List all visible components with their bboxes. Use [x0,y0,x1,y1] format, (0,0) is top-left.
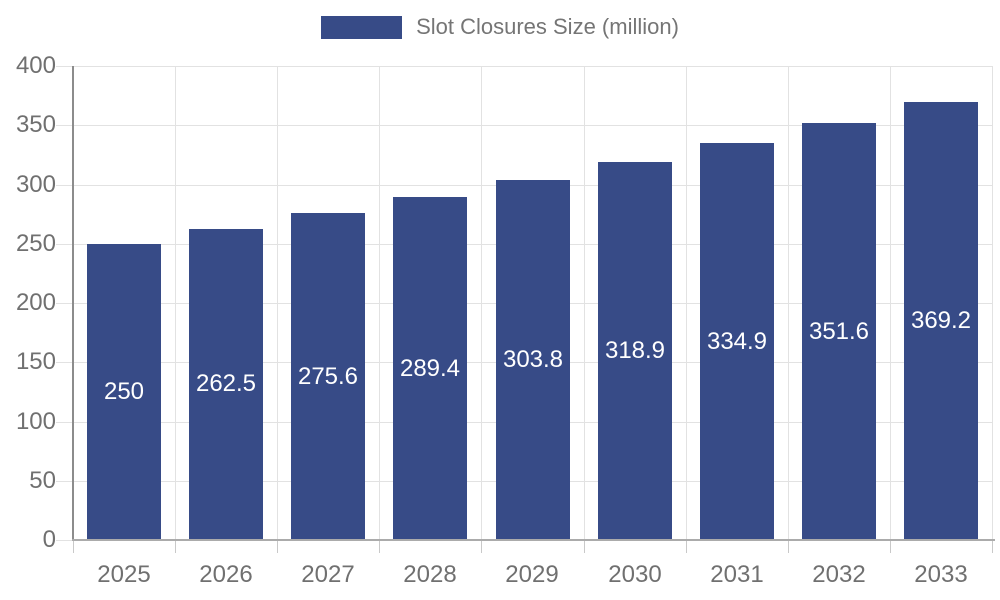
x-axis-tick [481,540,482,553]
bar-value-label: 289.4 [399,355,461,382]
gridline-vertical [686,66,687,540]
bar [802,123,876,540]
x-axis-tick [788,540,789,553]
y-axis-tick-label: 50 [29,467,56,494]
bar [393,197,467,540]
y-axis-tick-label: 350 [15,111,56,138]
x-axis-tick [277,540,278,553]
y-axis-line [72,66,74,540]
bar [700,143,774,540]
legend-item[interactable]: Slot Closures Size (million) [0,14,1000,40]
bar-value-label: 250 [103,378,145,405]
x-axis-tick-label: 2032 [812,561,866,588]
bar [189,229,263,540]
bar [904,102,978,540]
x-axis-tick [73,540,74,553]
bar [598,162,672,540]
gridline-vertical [277,66,278,540]
gridline-vertical [584,66,585,540]
x-axis-tick [686,540,687,553]
x-axis-tick-label: 2033 [914,561,968,588]
x-axis-tick-label: 2025 [97,561,151,588]
bar [291,213,365,540]
gridline-vertical [175,66,176,540]
x-axis-tick-label: 2027 [301,561,355,588]
x-axis-tick-label: 2026 [199,561,253,588]
bar [87,244,161,540]
x-axis-tick [175,540,176,553]
x-axis-tick-label: 2030 [608,561,662,588]
x-axis-tick-label: 2031 [710,561,764,588]
x-axis-tick-label: 2029 [505,561,559,588]
y-axis-tick-label: 400 [15,52,56,79]
y-axis-tick-label: 250 [15,230,56,257]
bar-value-label: 275.6 [297,363,359,390]
y-axis-tick-label: 200 [15,289,56,316]
gridline-vertical [379,66,380,540]
y-axis-tick-label: 100 [15,408,56,435]
bar-value-label: 262.5 [195,370,257,397]
y-axis-tick-label: 150 [15,348,56,375]
x-axis-tick [890,540,891,553]
gridline-vertical [481,66,482,540]
bar [496,180,570,540]
bar-value-label: 369.2 [910,307,972,334]
x-axis-tick-label: 2028 [403,561,457,588]
bar-value-label: 351.6 [808,318,870,345]
x-axis-tick [584,540,585,553]
gridline-vertical [992,66,993,540]
y-axis-tick-label: 300 [15,171,56,198]
x-axis-line [72,539,995,541]
gridline-vertical [788,66,789,540]
x-axis-tick [379,540,380,553]
bar-value-label: 334.9 [706,328,768,355]
y-axis-tick-label: 0 [42,526,56,553]
gridline-vertical [890,66,891,540]
x-axis-tick [992,540,993,553]
gridline-horizontal [56,125,992,126]
bar-value-label: 303.8 [502,346,564,373]
gridline-horizontal [56,66,992,67]
bar-value-label: 318.9 [604,337,666,364]
legend-label: Slot Closures Size (million) [416,14,679,39]
legend-swatch [321,15,403,39]
